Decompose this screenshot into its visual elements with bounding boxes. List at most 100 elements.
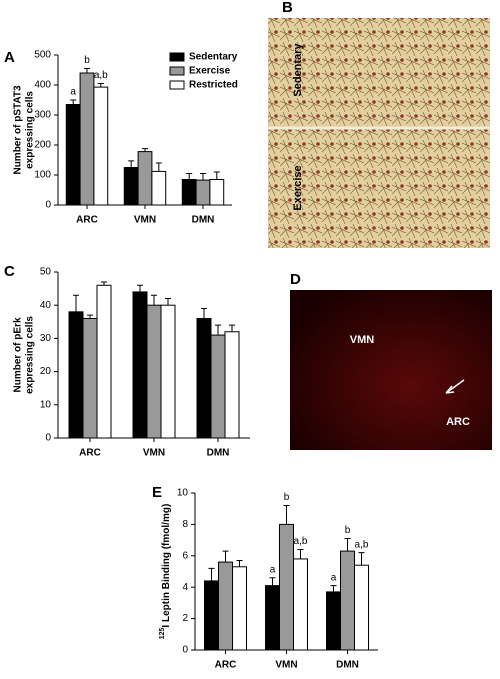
x-tick-label: ARC — [79, 448, 101, 459]
error-bar — [97, 83, 104, 88]
x-tick-label: VMN — [143, 448, 165, 459]
bar — [218, 561, 233, 651]
error-bar — [344, 538, 351, 552]
x-tick-label: ARC — [215, 660, 237, 671]
superscript: 125 — [159, 627, 166, 639]
y-tick-label: 500 — [34, 50, 51, 61]
panel-label: D — [290, 271, 301, 288]
error-bar — [165, 298, 171, 306]
bar — [195, 179, 211, 206]
bar — [160, 304, 176, 439]
micrograph — [290, 290, 492, 450]
y-tick-label: 50 — [40, 267, 52, 278]
x-tick-label: DMN — [207, 448, 230, 459]
y-tick-label: 10 — [40, 399, 52, 410]
bar — [137, 151, 153, 206]
error-bar — [208, 567, 215, 581]
error-bar — [84, 68, 90, 73]
y-tick-label: 4 — [182, 582, 188, 593]
x-tick-label: VMN — [275, 660, 297, 671]
error-bar — [155, 162, 162, 172]
y-axis-label: expressing cells — [25, 91, 36, 169]
error-bar — [137, 284, 143, 292]
bar — [293, 558, 308, 651]
y-tick-label: 10 — [177, 488, 189, 499]
bar — [265, 585, 280, 651]
bar — [209, 179, 225, 206]
arrow — [445, 379, 465, 394]
y-tick-label: 20 — [40, 366, 52, 377]
error-bar — [142, 148, 148, 152]
error-bar — [87, 314, 93, 319]
error-bar — [215, 324, 221, 336]
y-tick-label: 6 — [182, 550, 188, 561]
error-bar — [186, 173, 193, 180]
bar — [354, 564, 369, 651]
significance-label: a,b — [94, 70, 108, 81]
error-bar — [151, 294, 157, 306]
significance-label: b — [84, 55, 90, 66]
legend-swatch — [169, 80, 185, 90]
y-tick-label: 400 — [34, 80, 51, 91]
y-axis-label: Number of pErk — [13, 317, 24, 392]
image-label: Exercise — [292, 165, 304, 210]
significance-label: a,b — [294, 536, 308, 547]
y-tick-label: 8 — [182, 519, 188, 530]
panel-label: B — [282, 0, 293, 16]
error-bar — [128, 160, 135, 168]
bar — [151, 170, 167, 206]
y-tick-label: 2 — [182, 613, 188, 624]
panel-label: C — [4, 263, 15, 280]
significance-label: a — [270, 564, 276, 575]
legend-swatch — [169, 52, 185, 62]
error-bar — [283, 505, 290, 525]
significance-label: a — [331, 572, 337, 583]
image-label: VMN — [350, 334, 375, 346]
y-tick-label: 30 — [40, 333, 52, 344]
legend-label: Restricted — [189, 80, 238, 91]
error-bar — [297, 549, 304, 559]
bar — [326, 591, 341, 651]
legend-label: Exercise — [189, 66, 231, 77]
image-panel-d: D VMN ARC — [290, 271, 492, 450]
y-tick-label: 100 — [34, 170, 51, 181]
y-axis-label: Number of pSTAT3 — [13, 85, 24, 175]
y-tick-label: 40 — [40, 300, 52, 311]
error-bar — [213, 171, 220, 180]
bar — [146, 304, 162, 439]
x-tick-label: DMN — [336, 660, 359, 671]
bar — [123, 167, 139, 206]
image-panel-b: B Sedentary Exercise — [268, 0, 490, 248]
bar — [340, 550, 355, 651]
error-bar — [222, 550, 229, 563]
bar — [93, 86, 109, 206]
error-bar — [201, 308, 207, 319]
significance-label: b — [284, 492, 290, 503]
y-axis-label: expressing cells — [25, 316, 36, 394]
y-tick-label: 300 — [34, 110, 51, 121]
significance-label: b — [345, 525, 351, 536]
x-tick-label: VMN — [134, 215, 156, 226]
error-bar — [73, 294, 79, 312]
bar — [181, 179, 197, 206]
y-tick-label: 200 — [34, 140, 51, 151]
y-axis-label: 125I Leptin Binding (fmol/mg) — [159, 504, 172, 640]
image-label: ARC — [446, 416, 470, 428]
error-bar — [330, 585, 337, 592]
x-tick-label: ARC — [76, 215, 98, 226]
bar — [204, 580, 219, 651]
bar — [224, 331, 240, 439]
bar — [279, 523, 294, 651]
x-tick-label: DMN — [192, 215, 215, 226]
panel-label: E — [152, 484, 162, 501]
error-bar — [101, 281, 107, 286]
y-tick-label: 0 — [182, 645, 188, 656]
error-bar — [200, 173, 206, 181]
panel-label: A — [4, 49, 15, 66]
bar — [82, 317, 98, 439]
bar — [65, 104, 81, 206]
label-text: I Leptin Binding (fmol/mg) — [161, 504, 172, 628]
bar — [96, 284, 112, 439]
significance-label: a — [70, 87, 76, 98]
